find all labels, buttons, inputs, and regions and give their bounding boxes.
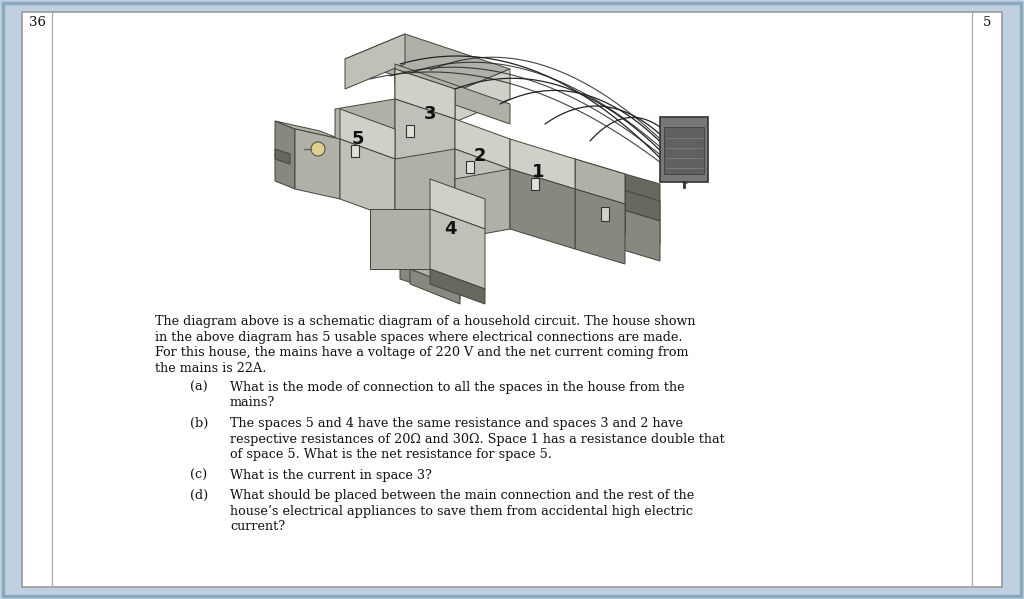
Polygon shape	[575, 159, 625, 234]
Polygon shape	[625, 174, 660, 244]
Polygon shape	[340, 109, 395, 159]
Polygon shape	[450, 69, 510, 124]
Polygon shape	[370, 209, 430, 269]
Polygon shape	[400, 239, 460, 299]
Polygon shape	[395, 69, 455, 119]
Polygon shape	[275, 121, 295, 189]
Polygon shape	[395, 69, 455, 119]
Bar	[466, 161, 474, 173]
Bar	[664, 126, 705, 174]
Text: (d): (d)	[190, 489, 208, 502]
Text: The spaces 5 and 4 have the same resistance and spaces 3 and 2 have: The spaces 5 and 4 have the same resista…	[230, 417, 683, 430]
Polygon shape	[575, 189, 625, 234]
Polygon shape	[510, 139, 575, 189]
Polygon shape	[275, 149, 290, 164]
Text: 5: 5	[983, 16, 991, 29]
Polygon shape	[335, 99, 395, 169]
Polygon shape	[455, 149, 510, 229]
Text: (b): (b)	[190, 417, 208, 430]
Polygon shape	[345, 34, 406, 89]
Circle shape	[311, 142, 325, 156]
Polygon shape	[410, 254, 460, 289]
Text: mains?: mains?	[230, 397, 275, 410]
Text: 36: 36	[29, 16, 45, 29]
Polygon shape	[395, 64, 510, 124]
Polygon shape	[430, 179, 485, 229]
Bar	[601, 207, 609, 221]
Polygon shape	[620, 209, 660, 261]
Polygon shape	[510, 169, 575, 249]
Polygon shape	[340, 139, 395, 219]
Text: 2: 2	[474, 147, 486, 165]
Bar	[406, 125, 414, 137]
Text: What is the current in space 3?: What is the current in space 3?	[230, 468, 432, 482]
Text: in the above diagram has 5 usable spaces where electrical connections are made.: in the above diagram has 5 usable spaces…	[155, 331, 683, 343]
Bar	[660, 116, 708, 181]
Text: (a): (a)	[190, 381, 208, 394]
Text: 3: 3	[424, 105, 436, 123]
Polygon shape	[345, 34, 510, 94]
Polygon shape	[455, 119, 510, 169]
Bar	[531, 178, 539, 190]
Text: 4: 4	[443, 220, 457, 238]
Text: The diagram above is a schematic diagram of a household circuit. The house shown: The diagram above is a schematic diagram…	[155, 315, 695, 328]
Text: respective resistances of 20Ω and 30Ω. Space 1 has a resistance double that: respective resistances of 20Ω and 30Ω. S…	[230, 432, 725, 446]
Text: 5: 5	[352, 130, 365, 148]
Text: What is the mode of connection to all the spaces in the house from the: What is the mode of connection to all th…	[230, 381, 685, 394]
Polygon shape	[575, 189, 625, 264]
Polygon shape	[395, 99, 455, 179]
Polygon shape	[620, 189, 660, 221]
Polygon shape	[455, 169, 510, 239]
Polygon shape	[430, 209, 485, 289]
Text: the mains is 22A.: the mains is 22A.	[155, 362, 266, 374]
Polygon shape	[395, 149, 455, 219]
Text: current?: current?	[230, 520, 285, 533]
Polygon shape	[275, 121, 340, 139]
Bar	[351, 145, 359, 157]
Text: For this house, the mains have a voltage of 220 V and the net current coming fro: For this house, the mains have a voltage…	[155, 346, 688, 359]
Text: of space 5. What is the net resistance for space 5.: of space 5. What is the net resistance f…	[230, 448, 552, 461]
Polygon shape	[430, 269, 485, 304]
Text: 1: 1	[531, 163, 544, 181]
Text: What should be placed between the main connection and the rest of the: What should be placed between the main c…	[230, 489, 694, 502]
Text: (c): (c)	[190, 468, 207, 482]
Polygon shape	[575, 159, 625, 204]
Polygon shape	[410, 269, 460, 304]
FancyBboxPatch shape	[290, 14, 790, 309]
Polygon shape	[295, 129, 340, 199]
Text: house’s electrical appliances to save them from accidental high electric: house’s electrical appliances to save th…	[230, 504, 693, 518]
